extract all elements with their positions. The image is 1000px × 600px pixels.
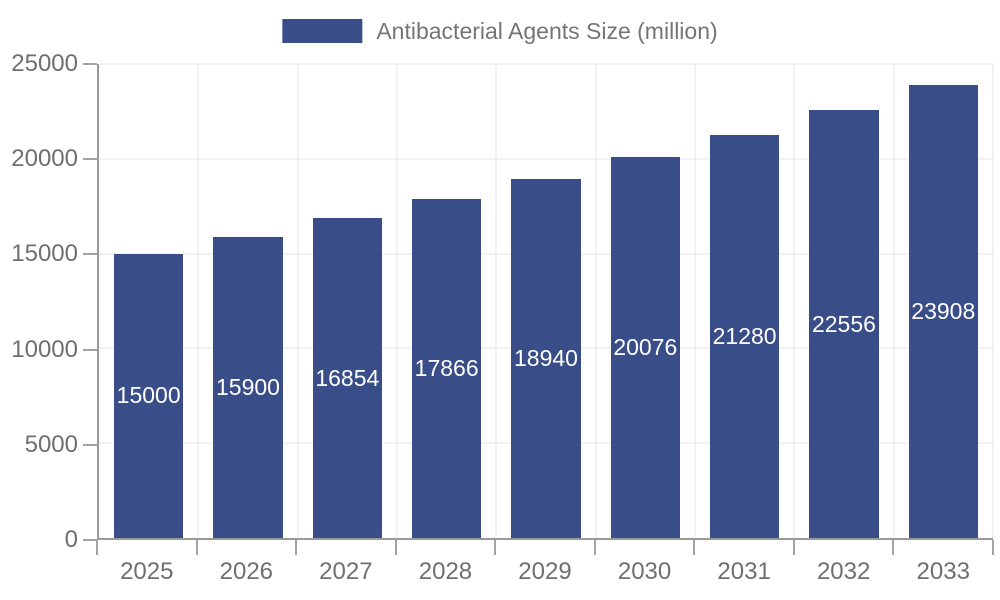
bar-2027[interactable]: 16854 bbox=[312, 218, 383, 538]
gridline-vertical bbox=[694, 64, 696, 538]
gridline-vertical bbox=[396, 64, 398, 538]
y-axis-tick bbox=[83, 443, 97, 446]
x-axis-tick bbox=[394, 540, 397, 555]
x-axis-tick-label: 2026 bbox=[219, 558, 274, 585]
gridline-horizontal bbox=[99, 158, 993, 160]
legend-label: Antibacterial Agents Size (million) bbox=[376, 18, 718, 44]
bar-cell: 18940 bbox=[496, 64, 595, 538]
bar-value-label: 21280 bbox=[712, 322, 777, 349]
x-axis-tick-label: 2032 bbox=[816, 558, 871, 585]
x-axis-tick-label: 2028 bbox=[418, 558, 473, 585]
x-axis-tick bbox=[792, 540, 795, 555]
x-axis-tick bbox=[892, 540, 895, 555]
bar-series: 15000 15900 16854 17866 18940 20076 21280 22556… bbox=[99, 64, 993, 538]
x-axis-tick-label: 2030 bbox=[617, 558, 672, 585]
x-axis-tick-label: 2031 bbox=[717, 558, 771, 585]
bar-value-label: 22556 bbox=[811, 310, 876, 337]
y-axis-tick-label: 10000 bbox=[11, 335, 78, 363]
y-axis-tick bbox=[83, 539, 97, 541]
y-axis-labels: 0 5000 10000 15000 20000 25000 bbox=[0, 51, 78, 553]
y-axis-tick-label: 25000 bbox=[11, 50, 78, 77]
x-axis-tick bbox=[96, 540, 98, 555]
bar-cell: 16854 bbox=[298, 64, 397, 538]
gridline-horizontal bbox=[99, 63, 993, 65]
y-axis-tick-label: 0 bbox=[64, 526, 78, 553]
x-axis-tick bbox=[693, 540, 696, 555]
x-axis-tick-label: 2027 bbox=[319, 558, 373, 585]
bar-2033[interactable]: 23908 bbox=[908, 84, 979, 538]
bar-value-label: 20076 bbox=[613, 334, 678, 361]
y-axis-tick bbox=[83, 158, 97, 161]
bar-2028[interactable]: 17866 bbox=[411, 199, 482, 538]
bar-2032[interactable]: 22556 bbox=[809, 110, 879, 538]
x-axis-tick bbox=[593, 540, 596, 555]
bar-value-label: 16854 bbox=[315, 364, 380, 391]
x-axis-tick bbox=[494, 540, 497, 555]
y-axis-tick-label: 20000 bbox=[11, 145, 78, 173]
bar-2026[interactable]: 15900 bbox=[213, 236, 283, 538]
bar-cell: 20076 bbox=[596, 64, 695, 538]
gridline-vertical bbox=[595, 64, 597, 538]
bar-2029[interactable]: 18940 bbox=[511, 178, 581, 538]
bar-cell: 21280 bbox=[695, 64, 794, 538]
bar-value-label: 23908 bbox=[911, 297, 976, 324]
y-axis-tick-label: 5000 bbox=[24, 430, 78, 458]
x-axis-tick bbox=[195, 540, 198, 555]
bar-value-label: 18940 bbox=[513, 344, 578, 371]
x-axis-ticks bbox=[96, 540, 994, 555]
gridline-vertical bbox=[495, 64, 497, 538]
y-axis-tick bbox=[83, 348, 97, 351]
y-axis-tick-label: 15000 bbox=[11, 240, 78, 268]
gridline-vertical bbox=[893, 64, 895, 538]
bar-value-label: 17866 bbox=[414, 355, 479, 382]
gridline-vertical bbox=[793, 64, 795, 538]
legend-swatch bbox=[282, 19, 363, 43]
plot-area: 15000 15900 16854 17866 18940 20076 21280 22556… bbox=[97, 63, 994, 540]
bar-2031[interactable]: 21280 bbox=[709, 134, 780, 538]
bar-value-label: 15000 bbox=[116, 382, 181, 409]
bar-cell: 23908 bbox=[894, 64, 993, 538]
bar-2030[interactable]: 20076 bbox=[610, 157, 681, 538]
x-axis-tick-label: 2025 bbox=[120, 558, 174, 585]
gridline-vertical bbox=[992, 64, 994, 538]
gridline-vertical bbox=[297, 64, 299, 538]
y-axis-ticks bbox=[83, 63, 97, 541]
bar-cell: 17866 bbox=[397, 64, 496, 538]
bar-2025[interactable]: 15000 bbox=[113, 253, 184, 538]
y-axis-tick bbox=[83, 63, 97, 65]
x-axis-tick bbox=[295, 540, 298, 555]
bar-value-label: 15900 bbox=[216, 373, 280, 400]
gridline-vertical bbox=[197, 64, 199, 538]
x-axis-tick-label: 2033 bbox=[916, 558, 970, 585]
bar-cell: 22556 bbox=[794, 64, 893, 538]
bar-cell: 15900 bbox=[198, 64, 297, 538]
bar-cell: 15000 bbox=[99, 64, 198, 538]
legend-item[interactable]: Antibacterial Agents Size (million) bbox=[282, 18, 718, 44]
x-axis-tick bbox=[992, 540, 994, 555]
x-axis-tick-label: 2029 bbox=[518, 558, 572, 585]
x-axis-labels: 2025 2026 2027 2028 2029 2030 2031 2032 2033 bbox=[97, 556, 993, 588]
y-axis-tick bbox=[83, 253, 97, 256]
